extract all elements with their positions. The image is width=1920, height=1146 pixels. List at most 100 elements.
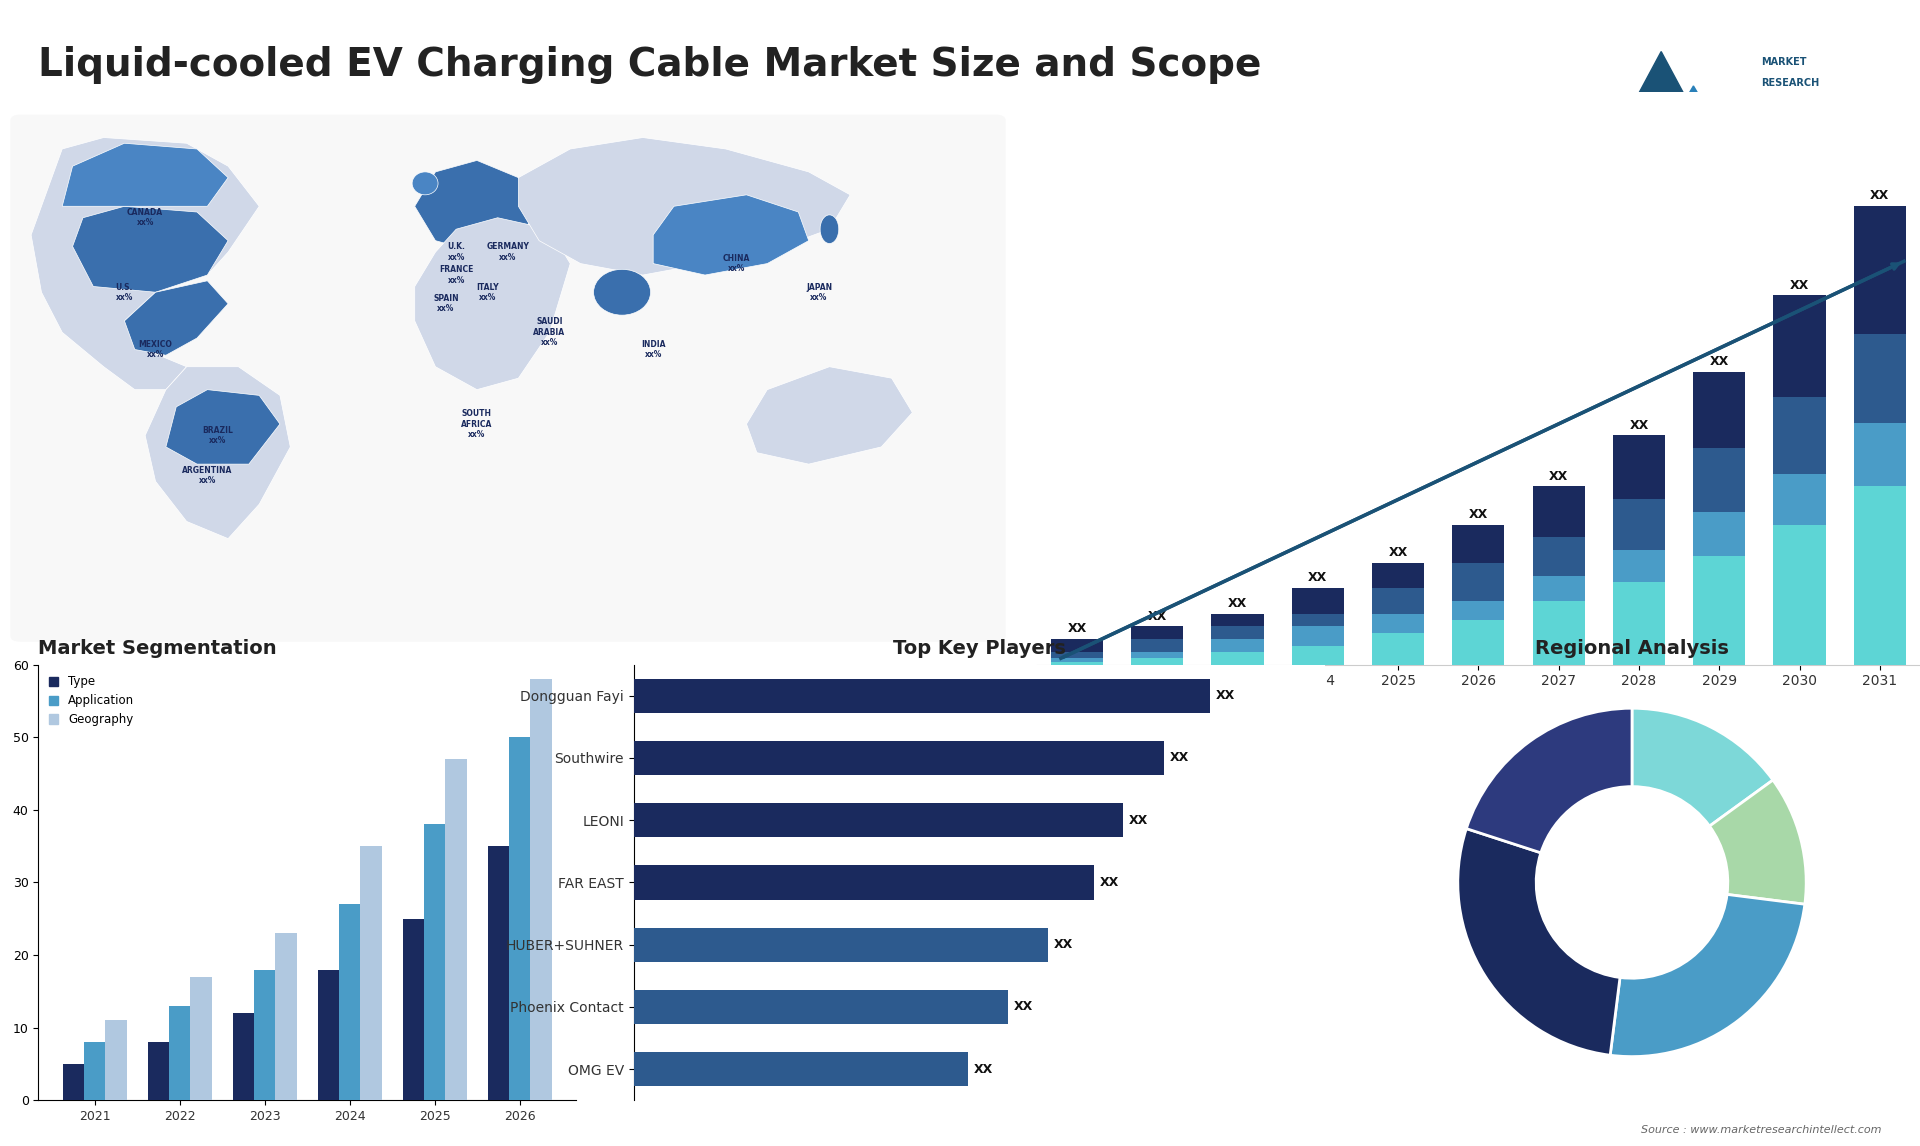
- Bar: [190, 976, 211, 1100]
- Text: XX: XX: [1549, 470, 1569, 482]
- Bar: [509, 737, 530, 1100]
- Text: BRAZIL
xx%: BRAZIL xx%: [202, 426, 232, 445]
- Bar: [1613, 435, 1665, 500]
- Bar: [1532, 486, 1584, 537]
- Bar: [1212, 639, 1263, 652]
- Bar: [634, 1052, 968, 1086]
- Ellipse shape: [820, 215, 839, 244]
- Bar: [63, 1063, 84, 1100]
- Bar: [530, 680, 551, 1100]
- Bar: [1373, 614, 1425, 633]
- Bar: [634, 803, 1123, 838]
- Bar: [403, 919, 424, 1100]
- Bar: [1855, 206, 1907, 333]
- Bar: [1452, 525, 1505, 563]
- Polygon shape: [165, 390, 280, 464]
- Bar: [253, 970, 275, 1100]
- Bar: [1774, 398, 1826, 473]
- Polygon shape: [61, 143, 228, 206]
- Text: XX: XX: [1388, 545, 1407, 559]
- Text: Source : www.marketresearchintellect.com: Source : www.marketresearchintellect.com: [1642, 1124, 1882, 1135]
- Bar: [1373, 588, 1425, 614]
- Bar: [1855, 423, 1907, 486]
- Bar: [634, 927, 1048, 961]
- Polygon shape: [1667, 86, 1720, 132]
- Text: CANADA
xx%: CANADA xx%: [127, 209, 163, 227]
- Polygon shape: [73, 206, 228, 292]
- Polygon shape: [1619, 52, 1705, 132]
- Polygon shape: [415, 218, 570, 390]
- Text: XX: XX: [1169, 752, 1188, 764]
- Text: RESEARCH: RESEARCH: [1761, 78, 1818, 88]
- Text: XX: XX: [1789, 278, 1809, 291]
- Text: U.S.
xx%: U.S. xx%: [115, 283, 132, 301]
- Title: Top Key Players: Top Key Players: [893, 638, 1066, 658]
- Legend: Type, Application, Geography: Type, Application, Geography: [44, 670, 138, 731]
- Polygon shape: [146, 367, 290, 539]
- FancyBboxPatch shape: [10, 115, 1006, 642]
- Bar: [1292, 627, 1344, 645]
- Wedge shape: [1457, 829, 1620, 1055]
- Text: ITALY
xx%: ITALY xx%: [476, 283, 499, 301]
- Bar: [1212, 627, 1263, 639]
- Text: XX: XX: [1068, 622, 1087, 635]
- Text: CHINA
xx%: CHINA xx%: [722, 254, 751, 273]
- Bar: [634, 678, 1210, 713]
- Bar: [1774, 473, 1826, 525]
- Text: XX: XX: [973, 1062, 993, 1076]
- Bar: [634, 990, 1008, 1025]
- Bar: [84, 1042, 106, 1100]
- Bar: [1131, 652, 1183, 658]
- Text: XX: XX: [1054, 939, 1073, 951]
- Bar: [1452, 620, 1505, 665]
- Text: ARGENTINA
xx%: ARGENTINA xx%: [182, 466, 232, 485]
- Text: SPAIN
xx%: SPAIN xx%: [434, 295, 459, 313]
- Bar: [1212, 614, 1263, 627]
- Polygon shape: [747, 367, 912, 464]
- Bar: [1693, 557, 1745, 665]
- Text: Market Segmentation: Market Segmentation: [38, 638, 276, 658]
- Text: MEXICO
xx%: MEXICO xx%: [138, 340, 173, 359]
- Text: XX: XX: [1100, 876, 1119, 889]
- Text: XX: XX: [1308, 572, 1327, 584]
- Bar: [1212, 652, 1263, 665]
- Wedge shape: [1632, 708, 1772, 826]
- Bar: [424, 824, 445, 1100]
- Polygon shape: [653, 195, 808, 275]
- Bar: [1373, 633, 1425, 665]
- Bar: [1774, 296, 1826, 398]
- Bar: [1050, 662, 1104, 665]
- Text: MARKET: MARKET: [1761, 57, 1807, 68]
- Bar: [634, 741, 1164, 775]
- Text: Liquid-cooled EV Charging Cable Market Size and Scope: Liquid-cooled EV Charging Cable Market S…: [38, 46, 1261, 84]
- Text: GERMANY
xx%: GERMANY xx%: [486, 243, 530, 261]
- Text: JAPAN
xx%: JAPAN xx%: [806, 283, 831, 301]
- Bar: [1452, 601, 1505, 620]
- Bar: [1613, 500, 1665, 550]
- Bar: [1452, 563, 1505, 601]
- Text: XX: XX: [1229, 597, 1248, 610]
- Bar: [445, 759, 467, 1100]
- Text: INTELLECT: INTELLECT: [1761, 99, 1818, 109]
- Bar: [1050, 639, 1104, 652]
- Wedge shape: [1709, 780, 1807, 904]
- Wedge shape: [1467, 708, 1632, 853]
- Bar: [319, 970, 340, 1100]
- Ellipse shape: [413, 172, 438, 195]
- Bar: [340, 904, 361, 1100]
- Polygon shape: [415, 160, 540, 252]
- Text: SOUTH
AFRICA
xx%: SOUTH AFRICA xx%: [461, 409, 493, 439]
- Text: XX: XX: [1148, 610, 1167, 622]
- Text: XX: XX: [1630, 418, 1649, 432]
- Text: XX: XX: [1469, 508, 1488, 520]
- Bar: [1774, 525, 1826, 665]
- Bar: [1613, 582, 1665, 665]
- Text: XX: XX: [1014, 1000, 1033, 1013]
- Circle shape: [1536, 786, 1728, 979]
- Bar: [1131, 639, 1183, 652]
- Polygon shape: [31, 138, 259, 390]
- Bar: [1050, 658, 1104, 662]
- Text: INDIA
xx%: INDIA xx%: [641, 340, 666, 359]
- Bar: [275, 933, 296, 1100]
- Bar: [232, 1013, 253, 1100]
